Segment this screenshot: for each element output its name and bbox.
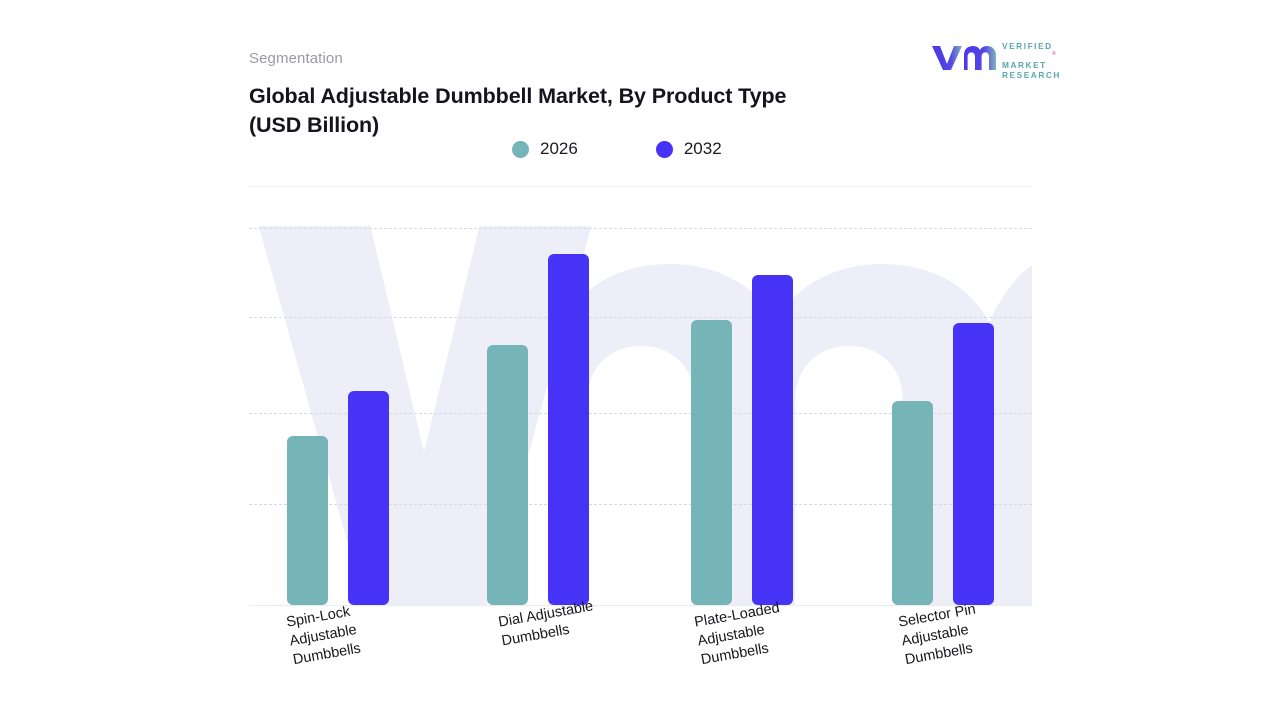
legend-item-2032[interactable]: 2032 (655, 139, 722, 159)
x-axis-label-selector-pin: Selector Pin Adjustable Dumbbells (897, 601, 977, 669)
bar-2032-plate-loaded[interactable] (752, 275, 793, 605)
bar-2026-dial[interactable] (487, 345, 528, 605)
chart-plot-area (249, 226, 1032, 606)
legend-label: 2026 (540, 139, 578, 158)
chart-legend: 2026 2032 (512, 138, 800, 160)
header-divider (249, 186, 1032, 187)
bar-2032-selector-pin[interactable] (953, 323, 994, 605)
logo-line-verified: VERIFIED (1002, 41, 1053, 51)
page-title: Global Adjustable Dumbbell Market, By Pr… (249, 82, 949, 140)
gridline (249, 317, 1032, 318)
page-title-line2: (USD Billion) (249, 113, 380, 137)
legend-item-2026[interactable]: 2026 (512, 139, 578, 159)
x-axis-label-dial: Dial Adjustable Dumbbells (497, 598, 595, 650)
bar-2026-spin-lock[interactable] (287, 436, 328, 605)
bar-2032-dial[interactable] (548, 254, 589, 605)
gridline (249, 504, 1032, 505)
bar-2026-plate-loaded[interactable] (691, 320, 732, 605)
bar-2026-selector-pin[interactable] (892, 401, 933, 605)
axis-baseline (249, 605, 1032, 606)
gridline (249, 228, 1032, 229)
registered-trademark-icon: ® (1052, 50, 1056, 57)
legend-swatch-icon (655, 140, 673, 158)
logo-line-research: RESEARCH (1002, 69, 1061, 80)
legend-label: 2032 (683, 139, 722, 158)
x-axis-labels: Spin-Lock Adjustable Dumbbells Dial Adju… (249, 598, 1032, 706)
brand-logo: VERIFIED ® MARKET RESEARCH (930, 40, 1062, 79)
gridline (249, 413, 1032, 414)
legend-swatch-icon (512, 140, 529, 158)
x-axis-label-spin-lock: Spin-Lock Adjustable Dumbbells (285, 603, 363, 669)
bar-series-container (249, 226, 1032, 605)
x-axis-label-plate-loaded: Plate-Loaded Adjustable Dumbbells (693, 600, 781, 669)
page-title-line1: Global Adjustable Dumbbell Market, By Pr… (249, 84, 787, 108)
kicker-label: Segmentation (249, 50, 343, 67)
bar-2032-spin-lock[interactable] (348, 391, 389, 605)
logo-line-market: MARKET (1002, 60, 1047, 71)
logo-wordmark: VERIFIED ® MARKET RESEARCH (1002, 41, 1061, 80)
vmr-monogram-icon (930, 40, 996, 72)
